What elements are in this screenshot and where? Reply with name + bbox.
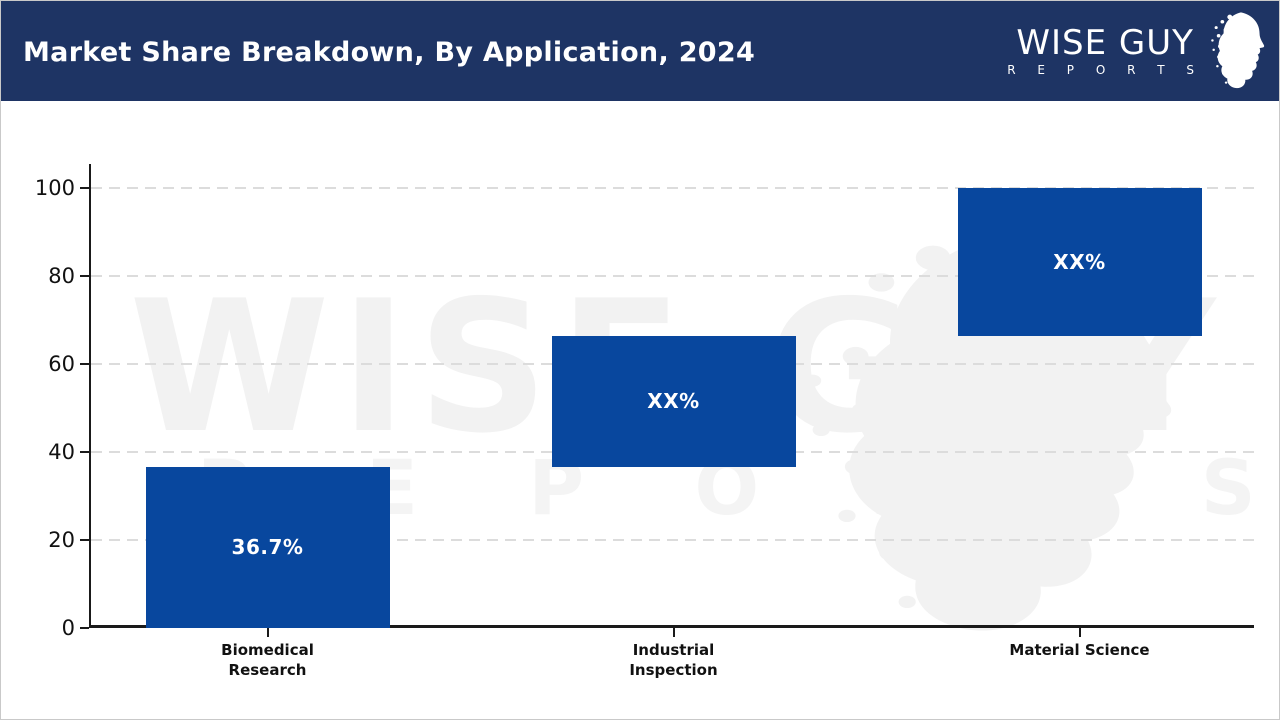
bar-value-label: XX% bbox=[1053, 249, 1106, 274]
header-bar: Market Share Breakdown, By Application, … bbox=[1, 1, 1279, 101]
y-tick-label-0: 0 bbox=[61, 616, 75, 640]
plot-area: 0 20 40 60 80 100 36.7% Biomedical Research XX% I… bbox=[35, 164, 1254, 679]
bar-value-label: XX% bbox=[647, 389, 700, 414]
brand-logo-text: WISE GUY R E P O R T S bbox=[1007, 25, 1203, 77]
bar-biomedical-research: 36.7% bbox=[145, 466, 390, 628]
bar-industrial-inspection: XX% bbox=[551, 335, 796, 467]
y-axis-tick-0 bbox=[80, 627, 89, 629]
gridline-y80 bbox=[91, 275, 1254, 277]
x-axis-tick-2 bbox=[1078, 628, 1081, 637]
y-tick-label-80: 80 bbox=[48, 264, 75, 288]
chart-title: Market Share Breakdown, By Application, … bbox=[23, 37, 756, 68]
y-axis-tick-20 bbox=[80, 539, 89, 541]
y-axis-tick-60 bbox=[80, 363, 89, 365]
bar-value-label: 36.7% bbox=[231, 535, 304, 560]
y-tick-label-60: 60 bbox=[48, 352, 75, 376]
bar-material-science: XX% bbox=[957, 188, 1202, 336]
dot-face-icon bbox=[1211, 12, 1265, 89]
y-axis-tick-80 bbox=[80, 275, 89, 277]
category-label-1: Industrial Inspection bbox=[629, 641, 718, 679]
gridline-y100 bbox=[91, 187, 1254, 189]
category-label-2: Material Science bbox=[1009, 641, 1150, 659]
gridline-y20 bbox=[91, 539, 1254, 541]
y-axis-tick-40 bbox=[80, 451, 89, 453]
y-axis-tick-100 bbox=[80, 187, 89, 189]
y-tick-label-20: 20 bbox=[48, 528, 75, 552]
brand-subtitle: R E P O R T S bbox=[1007, 63, 1203, 77]
x-axis-tick-0 bbox=[266, 628, 269, 637]
brand-logo: WISE GUY R E P O R T S bbox=[1007, 9, 1267, 93]
category-label-0: Biomedical Research bbox=[221, 641, 314, 679]
x-axis-tick-1 bbox=[672, 628, 675, 637]
y-tick-label-40: 40 bbox=[48, 440, 75, 464]
brand-name: WISE GUY bbox=[1016, 23, 1194, 63]
y-tick-label-100: 100 bbox=[34, 176, 75, 200]
